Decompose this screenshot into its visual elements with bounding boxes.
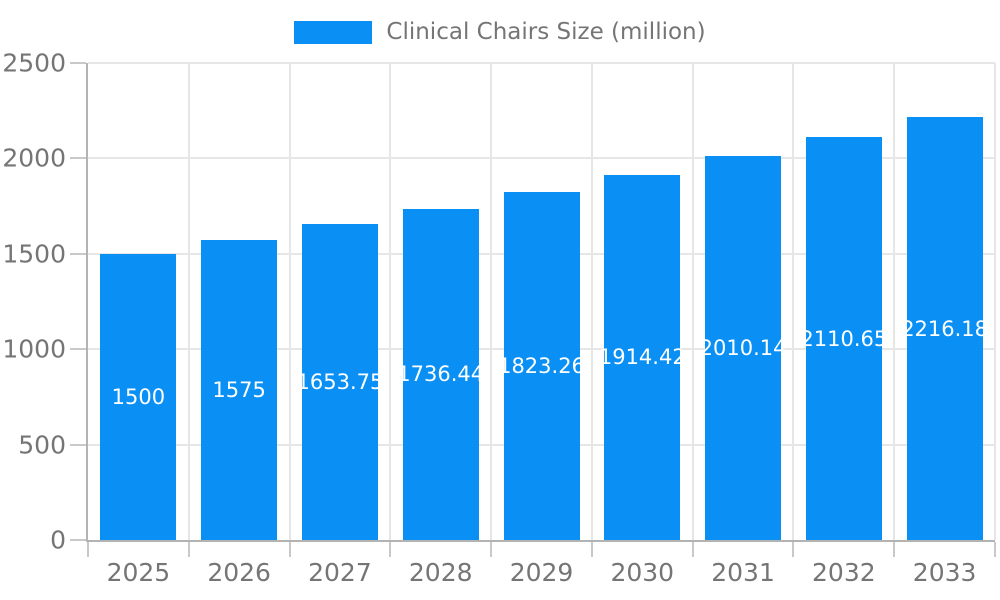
y-axis-tick: [70, 252, 86, 255]
y-axis-tick: [70, 539, 86, 541]
gridline-vertical: [490, 63, 493, 540]
bar-2028[interactable]: [402, 208, 479, 540]
gridline-vertical: [288, 63, 291, 540]
bar-2033[interactable]: [906, 117, 983, 540]
x-axis-tick: [792, 542, 795, 557]
chart-legend[interactable]: Clinical Chairs Size (million): [0, 19, 1000, 45]
bar-value-label: 1914.42: [598, 345, 686, 370]
bar-2029[interactable]: [503, 192, 580, 540]
y-axis-label: 1000: [2, 334, 66, 364]
x-axis-label: 2027: [308, 558, 372, 587]
bar-2032[interactable]: [805, 137, 882, 540]
y-axis-tick: [70, 443, 86, 446]
x-axis-label: 2031: [711, 558, 775, 587]
x-axis-label: 2026: [207, 558, 271, 587]
x-axis-tick: [490, 542, 493, 557]
x-axis-tick: [893, 542, 896, 557]
gridline-vertical: [893, 63, 896, 540]
y-axis-label: 500: [18, 430, 66, 460]
x-axis-line: [86, 540, 995, 542]
gridline-vertical: [792, 63, 795, 540]
gridline-vertical: [389, 63, 392, 540]
y-axis-tick: [70, 62, 86, 64]
gridline-vertical: [691, 63, 694, 540]
y-axis-label: 2500: [2, 48, 66, 78]
x-axis-tick: [590, 542, 593, 557]
x-axis-label: 2030: [610, 558, 675, 587]
x-axis-label: 2033: [912, 558, 977, 587]
bar-value-label: 1823.26: [498, 354, 585, 379]
bar-value-label: 1575: [212, 377, 266, 402]
bar-2025[interactable]: [100, 253, 177, 540]
y-axis-label: 2000: [2, 143, 66, 173]
x-axis-label: 2025: [106, 558, 171, 587]
bar-value-label: 2216.18: [901, 316, 989, 341]
gridline-vertical: [590, 63, 593, 540]
y-axis-label: 0: [50, 525, 66, 555]
x-axis-label: 2029: [509, 558, 574, 587]
x-axis-tick: [288, 542, 291, 557]
x-axis-tick: [389, 542, 392, 557]
bar-value-label: 1653.75: [296, 370, 384, 395]
x-axis-tick: [87, 542, 89, 557]
bar-2026[interactable]: [201, 239, 278, 540]
gridline-horizontal: [88, 62, 995, 64]
y-axis-tick: [70, 348, 86, 351]
x-axis-tick: [187, 542, 190, 557]
bar-value-label: 2110.65: [800, 326, 888, 351]
plot-area: 0 500 1000 1500 2000 2500 1500 2025 1575 2026 1653…: [2, 49, 996, 587]
legend-label: Clinical Chairs Size (million): [386, 19, 706, 45]
bar-2031[interactable]: [705, 156, 782, 540]
legend-swatch: [294, 20, 373, 44]
gridline-vertical: [187, 63, 190, 540]
bar-value-label: 1500: [111, 384, 166, 409]
x-axis-label: 2032: [812, 558, 876, 587]
bar-2030[interactable]: [604, 174, 681, 540]
y-axis-tick: [70, 157, 86, 160]
bar-value-label: 2010.14: [699, 336, 787, 361]
gridline-vertical: [994, 63, 996, 540]
x-axis-tick: [994, 542, 996, 557]
y-axis-line: [86, 63, 88, 542]
x-axis-tick: [691, 542, 694, 557]
x-axis-label: 2028: [408, 558, 473, 587]
bar-2027[interactable]: [301, 224, 378, 540]
gridline-horizontal: [88, 157, 995, 160]
y-axis-label: 1500: [2, 239, 66, 269]
bar-value-label: 1736.44: [397, 362, 485, 387]
